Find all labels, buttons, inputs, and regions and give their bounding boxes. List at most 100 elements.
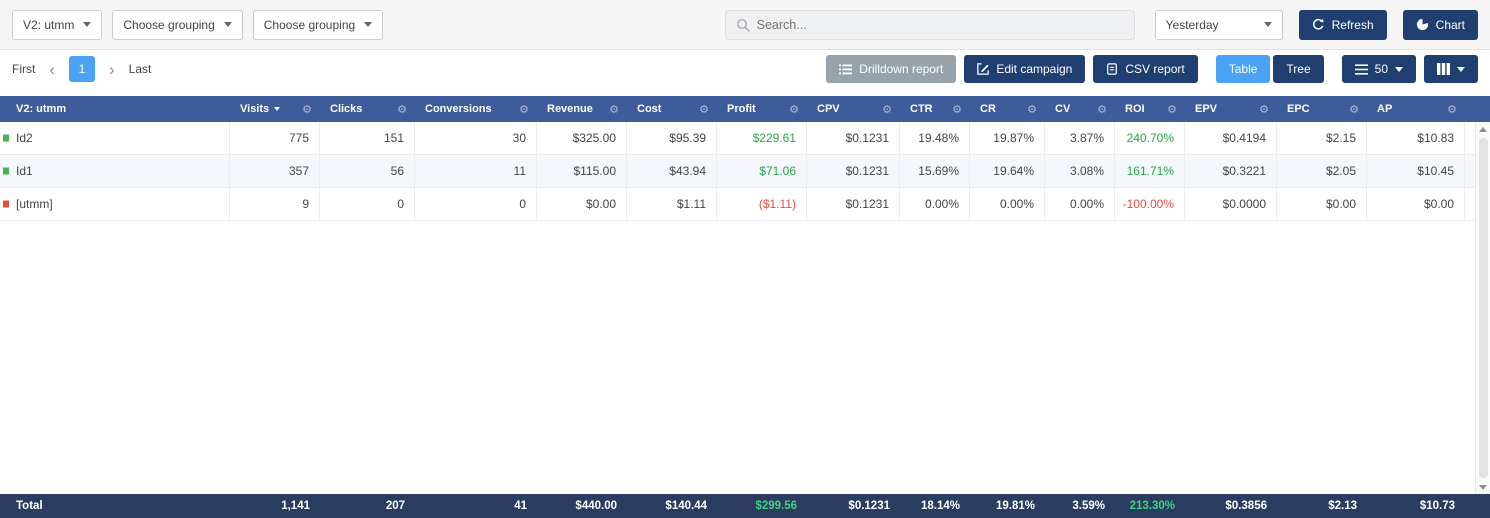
cell-profit: ($1.11) — [717, 188, 807, 220]
pagination-first[interactable]: First — [12, 62, 36, 76]
total-revenue: $440.00 — [575, 500, 617, 512]
pagination-current-page[interactable]: 1 — [69, 56, 95, 82]
scrollbar-thumb[interactable] — [1478, 138, 1488, 478]
column-settings-gear-icon[interactable]: ⚙ — [1167, 103, 1177, 116]
table-view-label: Table — [1228, 62, 1258, 76]
tree-view-button[interactable]: Tree — [1273, 55, 1324, 83]
search-icon — [736, 18, 750, 32]
csv-report-button[interactable]: CSV report — [1093, 55, 1198, 83]
cell-cv: 0.00% — [1045, 188, 1115, 220]
date-range-select[interactable]: Yesterday — [1154, 9, 1283, 40]
column-label: Revenue — [547, 103, 593, 115]
refresh-button[interactable]: Refresh — [1298, 9, 1387, 40]
table-header: V2: utmm Visits ⚙ Clicks ⚙ Conversions ⚙… — [0, 96, 1490, 122]
row-name-cell: [utmm] — [0, 188, 230, 220]
column-settings-gear-icon[interactable]: ⚙ — [397, 103, 407, 116]
column-header-roi[interactable]: ROI ⚙ — [1115, 96, 1185, 122]
column-header-conversions[interactable]: Conversions ⚙ — [415, 96, 537, 122]
row-name-cell: Id2 — [0, 122, 230, 154]
total-visits: 1,141 — [281, 500, 310, 512]
column-settings-gear-icon[interactable]: ⚙ — [519, 103, 529, 116]
column-header-cv[interactable]: CV ⚙ — [1045, 96, 1115, 122]
column-header-visits[interactable]: Visits ⚙ — [230, 96, 320, 122]
column-header-cpv[interactable]: CPV ⚙ — [807, 96, 900, 122]
column-header-epv[interactable]: EPV ⚙ — [1185, 96, 1277, 122]
cell-ctr: 19.48% — [900, 122, 970, 154]
cell-epc: $2.05 — [1277, 155, 1367, 187]
refresh-icon — [1312, 18, 1325, 31]
column-settings-gear-icon[interactable]: ⚙ — [609, 103, 619, 116]
table-row[interactable]: Id2 775 151 30 $325.00 $95.39 $229.61 $0… — [0, 122, 1490, 155]
cell-visits: 775 — [230, 122, 320, 154]
table-body: Id2 775 151 30 $325.00 $95.39 $229.61 $0… — [0, 122, 1490, 494]
chart-button[interactable]: Chart — [1402, 9, 1478, 40]
column-header-name[interactable]: V2: utmm — [0, 96, 230, 122]
cell-cr: 19.64% — [970, 155, 1045, 187]
table-view-button[interactable]: Table — [1215, 55, 1271, 83]
column-settings-gear-icon[interactable]: ⚙ — [699, 103, 709, 116]
column-settings-gear-icon[interactable]: ⚙ — [1447, 103, 1457, 116]
grouping-select-2[interactable]: Choose grouping — [252, 9, 384, 40]
search-input[interactable] — [756, 17, 1124, 32]
drilldown-report-button[interactable]: Drilldown report — [826, 55, 957, 83]
campaign-select[interactable]: V2: utmm — [12, 9, 103, 40]
cell-clicks: 56 — [320, 155, 415, 187]
columns-button[interactable] — [1424, 55, 1478, 83]
column-settings-gear-icon[interactable]: ⚙ — [1097, 103, 1107, 116]
status-indicator — [3, 200, 9, 208]
total-cost: $140.44 — [665, 500, 707, 512]
cell-clicks: 0 — [320, 188, 415, 220]
columns-icon — [1437, 63, 1450, 75]
vertical-scrollbar[interactable] — [1475, 122, 1490, 494]
cell-cpv: $0.1231 — [807, 188, 900, 220]
column-header-epc[interactable]: EPC ⚙ — [1277, 96, 1367, 122]
column-header-ctr[interactable]: CTR ⚙ — [900, 96, 970, 122]
column-settings-gear-icon[interactable]: ⚙ — [789, 103, 799, 116]
top-toolbar: V2: utmm Choose grouping Choose grouping… — [0, 0, 1490, 50]
column-header-cr[interactable]: CR ⚙ — [970, 96, 1045, 122]
column-label: CTR — [910, 103, 933, 115]
cell-revenue: $325.00 — [537, 122, 627, 154]
column-settings-gear-icon[interactable]: ⚙ — [952, 103, 962, 116]
column-header-cost[interactable]: Cost ⚙ — [627, 96, 717, 122]
table-row[interactable]: [utmm] 9 0 0 $0.00 $1.11 ($1.11) $0.1231… — [0, 188, 1490, 221]
cell-visits: 357 — [230, 155, 320, 187]
table-row[interactable]: Id1 357 56 11 $115.00 $43.94 $71.06 $0.1… — [0, 155, 1490, 188]
column-header-profit[interactable]: Profit ⚙ — [717, 96, 807, 122]
status-indicator — [3, 134, 9, 142]
edit-campaign-label: Edit campaign — [996, 62, 1073, 76]
column-header-ap[interactable]: AP ⚙ — [1367, 96, 1465, 122]
column-settings-gear-icon[interactable]: ⚙ — [1259, 103, 1269, 116]
column-settings-gear-icon[interactable]: ⚙ — [882, 103, 892, 116]
total-epv: $0.3856 — [1225, 500, 1267, 512]
status-indicator — [3, 167, 9, 175]
total-cv: 3.59% — [1072, 500, 1105, 512]
edit-campaign-button[interactable]: Edit campaign — [964, 55, 1086, 83]
total-roi: 213.30% — [1129, 500, 1175, 512]
total-epc: $2.13 — [1328, 500, 1357, 512]
column-header-clicks[interactable]: Clicks ⚙ — [320, 96, 415, 122]
column-settings-gear-icon[interactable]: ⚙ — [302, 103, 312, 116]
column-settings-gear-icon[interactable]: ⚙ — [1349, 103, 1359, 116]
column-settings-gear-icon[interactable]: ⚙ — [1027, 103, 1037, 116]
column-header-revenue[interactable]: Revenue ⚙ — [537, 96, 627, 122]
grouping-select-1[interactable]: Choose grouping — [112, 9, 243, 40]
scroll-down-arrow[interactable] — [1476, 480, 1490, 494]
pie-chart-icon — [1416, 18, 1429, 31]
total-ctr: 18.14% — [920, 500, 960, 512]
chevron-right-icon[interactable]: › — [109, 59, 115, 79]
row-name-cell: Id1 — [0, 155, 230, 187]
total-clicks: 207 — [385, 500, 405, 512]
cell-profit: $229.61 — [717, 122, 807, 154]
cell-ctr: 15.69% — [900, 155, 970, 187]
cell-revenue: $115.00 — [537, 155, 627, 187]
pagination-last[interactable]: Last — [128, 62, 152, 76]
page-size-button[interactable]: 50 — [1341, 55, 1416, 83]
chevron-down-icon — [1395, 66, 1403, 72]
chevron-down-icon — [83, 22, 92, 27]
grouping-select-2-value: Choose grouping — [263, 17, 356, 32]
cell-cr: 0.00% — [970, 188, 1045, 220]
chevron-left-icon[interactable]: ‹ — [49, 59, 55, 79]
scroll-up-arrow[interactable] — [1476, 122, 1490, 136]
cell-ap: $0.00 — [1367, 188, 1465, 220]
